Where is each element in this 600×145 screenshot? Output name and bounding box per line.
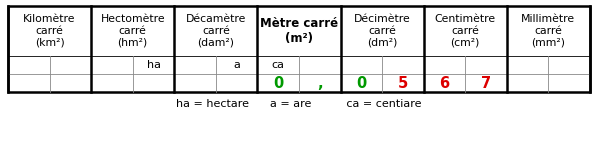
Text: a: a bbox=[233, 60, 240, 70]
Text: Mètre carré
(m²): Mètre carré (m²) bbox=[260, 17, 338, 45]
Text: 6: 6 bbox=[439, 76, 449, 90]
Text: 0: 0 bbox=[356, 76, 367, 90]
Text: Millimètre
carré
(mm²): Millimètre carré (mm²) bbox=[521, 14, 575, 48]
Text: Décamètre
carré
(dam²): Décamètre carré (dam²) bbox=[185, 14, 246, 48]
Text: Kilomètre
carré
(km²): Kilomètre carré (km²) bbox=[23, 14, 76, 48]
Text: 7: 7 bbox=[481, 76, 491, 90]
Text: Décimètre
carré
(dm²): Décimètre carré (dm²) bbox=[354, 14, 410, 48]
Text: Hectomètre
carré
(hm²): Hectomètre carré (hm²) bbox=[100, 14, 165, 48]
Text: Centimètre
carré
(cm²): Centimètre carré (cm²) bbox=[435, 14, 496, 48]
Text: ca: ca bbox=[272, 60, 285, 70]
Bar bbox=[8, 6, 590, 92]
Text: ,: , bbox=[317, 76, 323, 90]
Text: ha = hectare      a = are          ca = centiare: ha = hectare a = are ca = centiare bbox=[176, 99, 422, 109]
Text: 5: 5 bbox=[398, 76, 408, 90]
Text: 0: 0 bbox=[273, 76, 283, 90]
Text: ha: ha bbox=[146, 60, 161, 70]
